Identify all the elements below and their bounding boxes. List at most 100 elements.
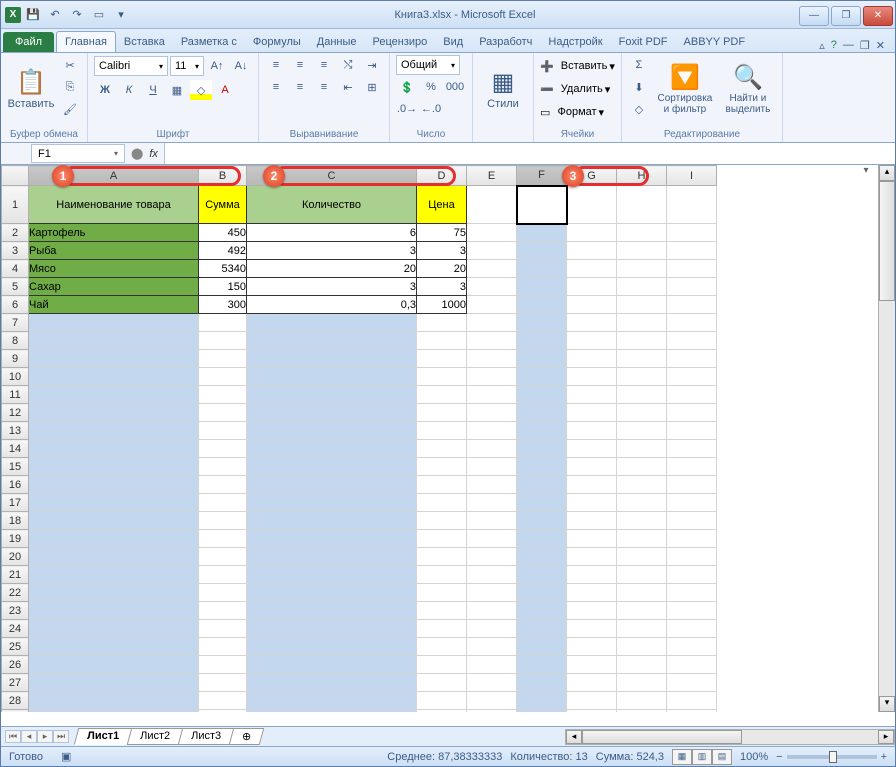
percent-icon[interactable]: %: [420, 77, 442, 97]
cell[interactable]: [467, 620, 517, 638]
cell[interactable]: [667, 656, 717, 674]
cell[interactable]: [517, 386, 567, 404]
cell[interactable]: [517, 440, 567, 458]
autosum-icon[interactable]: Σ: [628, 55, 650, 75]
align-right-icon[interactable]: ≡: [313, 77, 335, 97]
cell[interactable]: [517, 404, 567, 422]
row-header-24[interactable]: 24: [2, 620, 29, 638]
cell[interactable]: [617, 404, 667, 422]
cell[interactable]: [667, 638, 717, 656]
scroll-right-icon[interactable]: ▸: [878, 730, 894, 744]
cell[interactable]: Количество: [247, 186, 417, 224]
inc-decimal-icon[interactable]: .0→: [396, 99, 418, 119]
fill-icon[interactable]: ⬇: [628, 77, 650, 97]
hscroll-thumb[interactable]: [582, 730, 742, 744]
underline-button[interactable]: Ч: [142, 80, 164, 100]
orientation-icon[interactable]: ⤭: [337, 55, 359, 75]
grow-font-icon[interactable]: A↑: [206, 56, 228, 76]
cell[interactable]: [567, 566, 617, 584]
cell[interactable]: [617, 512, 667, 530]
row-header-10[interactable]: 10: [2, 368, 29, 386]
cell[interactable]: [517, 458, 567, 476]
cell[interactable]: [467, 602, 517, 620]
row-header-8[interactable]: 8: [2, 332, 29, 350]
cell[interactable]: [29, 386, 199, 404]
cell[interactable]: [247, 332, 417, 350]
page-break-icon[interactable]: ▤: [712, 749, 732, 765]
column-header-G[interactable]: G: [567, 166, 617, 186]
cell[interactable]: [199, 314, 247, 332]
cell[interactable]: [247, 440, 417, 458]
cell[interactable]: [417, 332, 467, 350]
cell[interactable]: [617, 260, 667, 278]
cell[interactable]: 5340: [199, 260, 247, 278]
zoom-percent[interactable]: 100%: [740, 751, 768, 763]
cell[interactable]: [517, 548, 567, 566]
cell[interactable]: [417, 494, 467, 512]
cell[interactable]: [29, 656, 199, 674]
maximize-button[interactable]: ❐: [831, 6, 861, 26]
column-header-E[interactable]: E: [467, 166, 517, 186]
cell[interactable]: Сумма: [199, 186, 247, 224]
cell[interactable]: [199, 386, 247, 404]
cell[interactable]: [247, 404, 417, 422]
cell[interactable]: [29, 530, 199, 548]
cell[interactable]: [247, 458, 417, 476]
cell[interactable]: [29, 692, 199, 710]
row-header-17[interactable]: 17: [2, 494, 29, 512]
tab-foxit[interactable]: Foxit PDF: [611, 32, 676, 52]
row-header-27[interactable]: 27: [2, 674, 29, 692]
page-layout-icon[interactable]: ▥: [692, 749, 712, 765]
column-header-C[interactable]: C: [247, 166, 417, 186]
row-header-6[interactable]: 6: [2, 296, 29, 314]
row-header-11[interactable]: 11: [2, 386, 29, 404]
cell[interactable]: [467, 674, 517, 692]
cell[interactable]: 6: [247, 224, 417, 242]
cell[interactable]: [417, 674, 467, 692]
cell[interactable]: 492: [199, 242, 247, 260]
file-tab[interactable]: Файл: [3, 32, 54, 52]
cell[interactable]: [567, 242, 617, 260]
mdi-restore-icon[interactable]: ❐: [860, 39, 870, 52]
cell[interactable]: [29, 710, 199, 713]
cell[interactable]: [417, 566, 467, 584]
cell[interactable]: Наименование товара: [29, 186, 199, 224]
cell[interactable]: [467, 530, 517, 548]
cell[interactable]: [517, 674, 567, 692]
cell[interactable]: 3: [247, 278, 417, 296]
cell[interactable]: [617, 566, 667, 584]
cell[interactable]: [199, 674, 247, 692]
cell[interactable]: [667, 512, 717, 530]
cell[interactable]: [29, 638, 199, 656]
align-middle-icon[interactable]: ≡: [289, 55, 311, 75]
cell[interactable]: [617, 314, 667, 332]
tab-review[interactable]: Рецензиро: [365, 32, 436, 52]
close-button[interactable]: ✕: [863, 6, 893, 26]
italic-button[interactable]: К: [118, 80, 140, 100]
cell[interactable]: [517, 422, 567, 440]
cell[interactable]: Чай: [29, 296, 199, 314]
cell[interactable]: [417, 386, 467, 404]
cell[interactable]: [247, 692, 417, 710]
cell[interactable]: [467, 566, 517, 584]
cell[interactable]: [567, 314, 617, 332]
cell[interactable]: [667, 530, 717, 548]
cell[interactable]: [567, 656, 617, 674]
cell[interactable]: [29, 422, 199, 440]
cell[interactable]: [199, 404, 247, 422]
cell[interactable]: [517, 350, 567, 368]
tab-layout[interactable]: Разметка с: [173, 32, 245, 52]
cell[interactable]: [517, 530, 567, 548]
cell[interactable]: [667, 296, 717, 314]
cell[interactable]: [617, 224, 667, 242]
cell[interactable]: 75: [417, 224, 467, 242]
cell[interactable]: [467, 332, 517, 350]
cell[interactable]: 20: [417, 260, 467, 278]
cell[interactable]: [247, 314, 417, 332]
copy-icon[interactable]: ⎘: [59, 77, 81, 97]
cell[interactable]: Картофель: [29, 224, 199, 242]
cell[interactable]: [517, 566, 567, 584]
cell[interactable]: [247, 530, 417, 548]
cell[interactable]: Мясо: [29, 260, 199, 278]
cell[interactable]: [517, 584, 567, 602]
